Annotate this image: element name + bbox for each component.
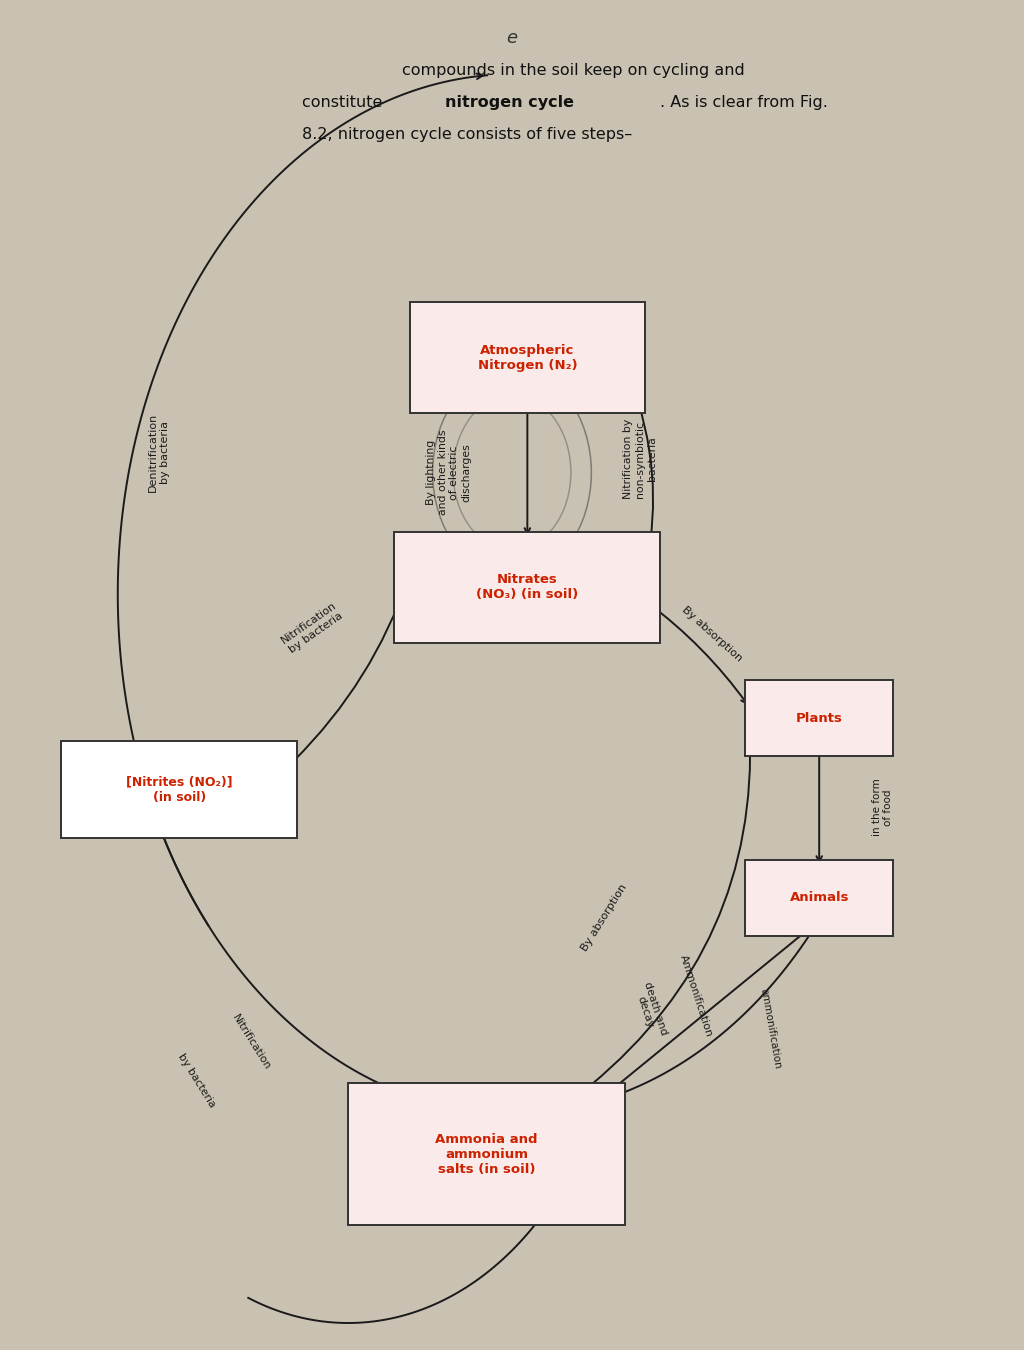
Text: Nitrification: Nitrification (229, 1012, 272, 1072)
Text: nitrogen cycle: nitrogen cycle (445, 95, 574, 111)
Text: e: e (507, 28, 517, 47)
Text: Nitrates
(NO₃) (in soil): Nitrates (NO₃) (in soil) (476, 574, 579, 601)
Text: . As is clear from Fig.: . As is clear from Fig. (660, 95, 828, 111)
Text: constitute: constitute (302, 95, 387, 111)
Text: Denitrification
by bacteria: Denitrification by bacteria (147, 413, 170, 491)
Text: compounds in the soil keep on cycling and: compounds in the soil keep on cycling an… (402, 62, 744, 78)
FancyBboxPatch shape (410, 302, 645, 413)
Text: in the form
of food: in the form of food (871, 779, 894, 836)
Text: By absorption: By absorption (580, 883, 629, 953)
Text: 8.2, nitrogen cycle consists of five steps–: 8.2, nitrogen cycle consists of five ste… (302, 127, 633, 143)
Text: [Nitrites (NO₂)]
(in soil): [Nitrites (NO₂)] (in soil) (126, 776, 232, 803)
FancyBboxPatch shape (394, 532, 660, 643)
FancyBboxPatch shape (61, 741, 297, 838)
Text: Plants: Plants (796, 711, 843, 725)
Text: by bacteria: by bacteria (176, 1052, 217, 1108)
Text: ammonification: ammonification (758, 988, 782, 1069)
Text: Nitrification by
non-symbiotic
bacteria: Nitrification by non-symbiotic bacteria (624, 418, 656, 500)
Text: Nitrification
by bacteria: Nitrification by bacteria (280, 601, 345, 655)
Text: Animals: Animals (790, 891, 849, 904)
Text: death and
decay: death and decay (632, 980, 669, 1040)
FancyBboxPatch shape (348, 1083, 625, 1226)
FancyBboxPatch shape (745, 680, 893, 756)
FancyBboxPatch shape (745, 860, 893, 936)
Text: Ammonia and
ammonium
salts (in soil): Ammonia and ammonium salts (in soil) (435, 1133, 538, 1176)
Text: Ammonification: Ammonification (678, 954, 715, 1038)
Text: Atmospheric
Nitrogen (N₂): Atmospheric Nitrogen (N₂) (477, 344, 578, 371)
Text: By lightning
and other kinds
of electric
discharges: By lightning and other kinds of electric… (426, 429, 471, 516)
Text: By absorption: By absorption (680, 605, 743, 664)
